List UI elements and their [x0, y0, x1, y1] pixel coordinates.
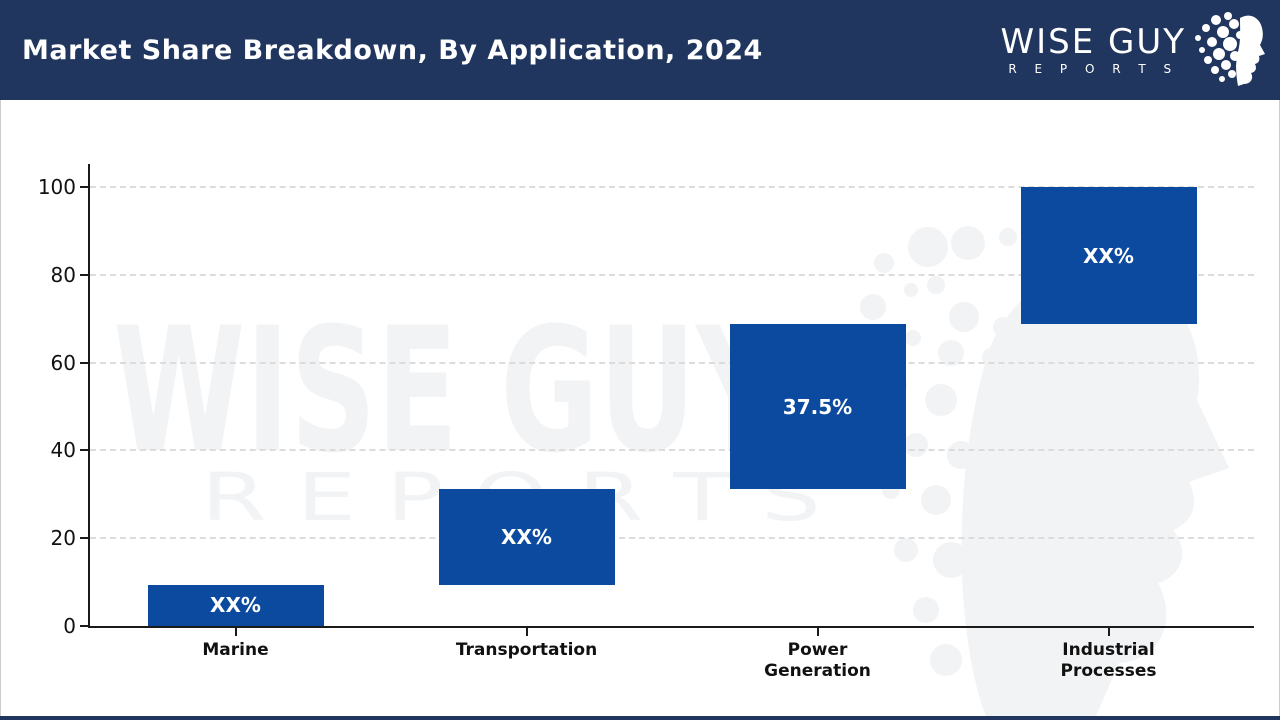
watermark-line1: WISE GUY — [113, 290, 785, 491]
category-label-1: Marine — [202, 640, 269, 660]
y-tick-mark — [80, 449, 90, 452]
brand-name: WISE GUY — [1000, 22, 1186, 62]
bar-value-label: 37.5% — [782, 394, 853, 419]
y-tick-label: 0 — [63, 614, 76, 638]
bar-marine: XX% — [147, 584, 324, 626]
y-axis-line — [88, 164, 90, 628]
gridline — [90, 273, 1254, 276]
y-tick-label: 100 — [37, 175, 76, 199]
y-tick-mark — [80, 186, 90, 188]
x-tick-mark — [234, 628, 237, 636]
bar-value-label: XX% — [501, 524, 552, 549]
brand-logo: WISE GUY R E P O R T S — [1000, 8, 1266, 92]
bar-value-label: XX% — [1083, 243, 1134, 268]
footer-strip — [0, 716, 1280, 720]
brand-logo-text: WISE GUY R E P O R T S — [1000, 25, 1186, 75]
category-label-4: Industrial Processes — [1060, 640, 1157, 682]
y-tick-mark — [80, 361, 90, 364]
x-tick-mark — [816, 628, 819, 636]
y-tick-label: 60 — [50, 350, 76, 375]
bar-value-label: XX% — [210, 593, 261, 618]
bar-industrial-processes: XX% — [1020, 187, 1197, 325]
chart-title: Market Share Breakdown, By Application, … — [22, 34, 763, 66]
y-tick-label: 20 — [50, 526, 76, 551]
x-axis-line — [88, 626, 1254, 628]
bar-power-generation: 37.5% — [729, 324, 906, 489]
chart-area: WISE GUY R E P O R T S 020406080100XX%Ma… — [0, 100, 1280, 716]
x-tick-mark — [1107, 628, 1110, 636]
y-tick-label: 40 — [50, 438, 76, 463]
y-tick-mark — [80, 273, 90, 276]
gridline — [90, 186, 1254, 188]
brand-face-icon — [1195, 12, 1265, 86]
y-tick-mark — [80, 537, 90, 540]
bar-transportation: XX% — [438, 488, 615, 585]
header: Market Share Breakdown, By Application, … — [0, 0, 1280, 100]
category-label-3: Power Generation — [764, 640, 871, 682]
gridline — [90, 537, 1254, 540]
gridline — [90, 361, 1254, 364]
category-label-2: Transportation — [455, 640, 598, 660]
y-tick-label: 80 — [50, 262, 76, 287]
brand-subtitle: R E P O R T S — [1008, 62, 1179, 76]
gridline — [90, 449, 1254, 452]
y-tick-mark — [80, 625, 90, 627]
x-tick-mark — [525, 628, 528, 636]
